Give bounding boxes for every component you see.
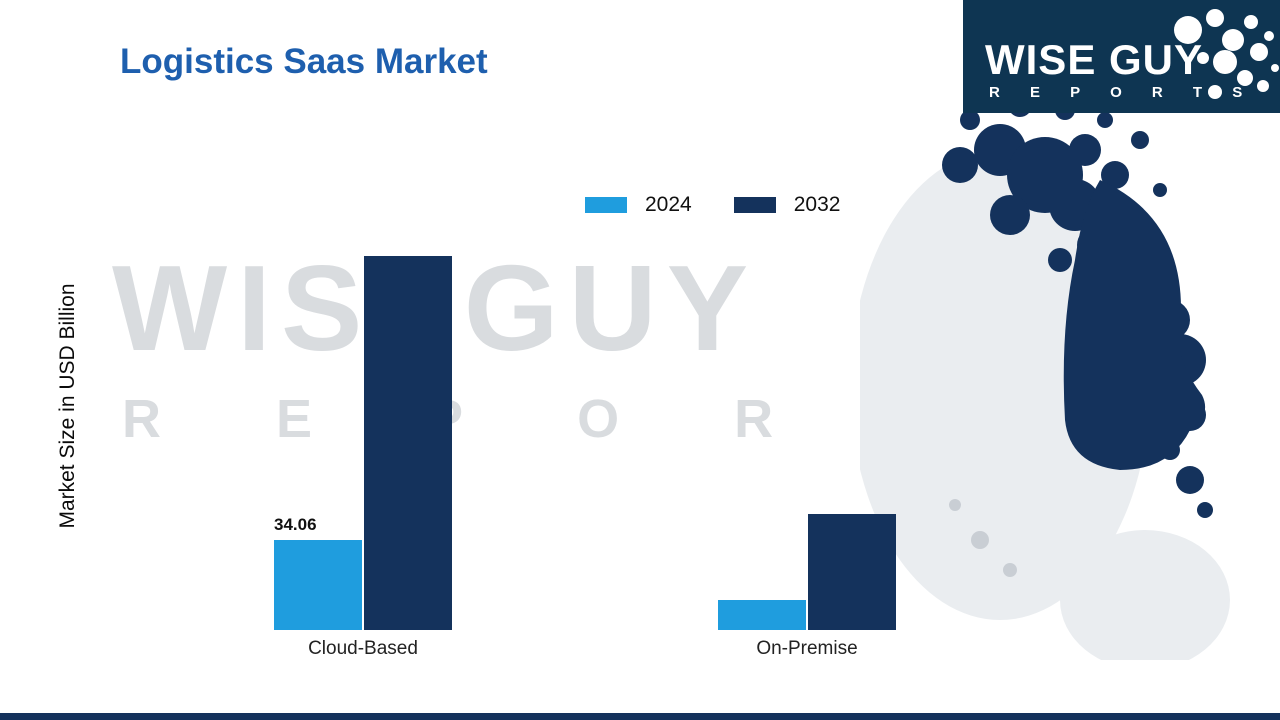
legend-item-2024: 2024 bbox=[585, 193, 692, 217]
bar-2032-on-premise bbox=[808, 514, 896, 630]
bottom-accent-strip bbox=[0, 713, 1280, 720]
bar-group-on-premise: On-Premise bbox=[718, 234, 896, 659]
category-label-on-premise: On-Premise bbox=[756, 638, 858, 659]
bar-group-cloud-based: 34.06 Cloud-Based bbox=[274, 234, 452, 659]
brand-head-dots-icon bbox=[1174, 9, 1279, 99]
category-label-cloud-based: Cloud-Based bbox=[308, 638, 418, 659]
legend-item-2032: 2032 bbox=[733, 193, 841, 217]
legend-swatch-2032 bbox=[733, 197, 776, 213]
y-axis-label: Market Size in USD Billion bbox=[56, 283, 79, 529]
brand-logo-wordmark: WISE GUY bbox=[985, 36, 1204, 83]
bar-2024-cloud-based: 34.06 bbox=[274, 515, 362, 630]
legend-label-2024: 2024 bbox=[645, 193, 692, 216]
legend: 2024 2032 bbox=[585, 193, 840, 217]
page-title: Logistics Saas Market bbox=[120, 42, 488, 81]
value-label-cloud-based-2024: 34.06 bbox=[274, 515, 317, 534]
brand-logo-subtext: R E P O R T S bbox=[989, 84, 1256, 101]
legend-label-2032: 2032 bbox=[793, 193, 841, 216]
brand-corner: WISE GUY R E P O R T S bbox=[963, 0, 1280, 113]
bar-2032-cloud-based bbox=[364, 256, 452, 630]
legend-swatch-2024 bbox=[585, 197, 627, 213]
bar-2024-on-premise bbox=[718, 600, 806, 630]
